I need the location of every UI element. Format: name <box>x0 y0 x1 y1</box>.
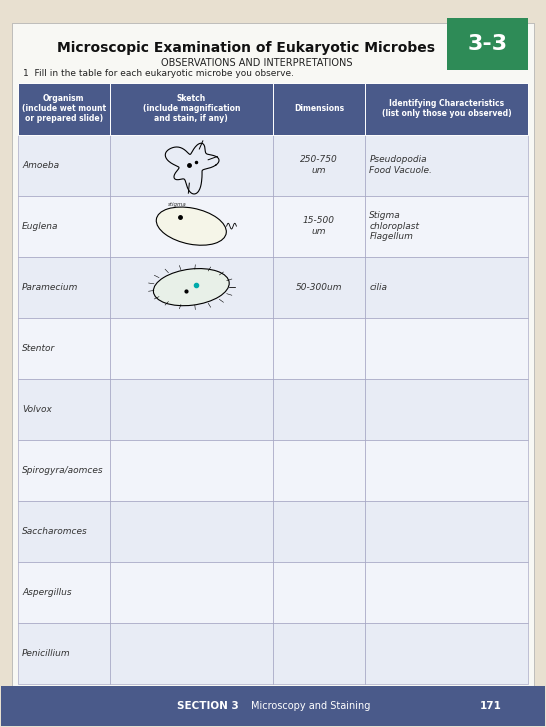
FancyBboxPatch shape <box>365 501 529 562</box>
Text: 50-300um: 50-300um <box>296 283 342 292</box>
FancyBboxPatch shape <box>273 440 365 501</box>
Text: Saccharomces: Saccharomces <box>22 526 88 536</box>
FancyBboxPatch shape <box>365 257 529 318</box>
FancyBboxPatch shape <box>110 196 273 257</box>
Text: Penicillium: Penicillium <box>22 648 70 658</box>
FancyBboxPatch shape <box>17 622 110 683</box>
Text: Aspergillus: Aspergillus <box>22 587 72 597</box>
Text: 250-750
um: 250-750 um <box>300 156 338 175</box>
Text: stigma: stigma <box>168 202 187 207</box>
FancyBboxPatch shape <box>273 318 365 379</box>
Text: Spirogyra/aomces: Spirogyra/aomces <box>22 465 104 475</box>
Text: 3-3: 3-3 <box>467 34 508 54</box>
FancyBboxPatch shape <box>273 82 365 134</box>
Text: Identifying Characteristics
(list only those you observed): Identifying Characteristics (list only t… <box>382 99 512 119</box>
Text: Sketch
(include magnification
and stain, if any): Sketch (include magnification and stain,… <box>143 94 240 124</box>
FancyBboxPatch shape <box>17 379 110 440</box>
Text: Microscopic Examination of Eukaryotic Microbes: Microscopic Examination of Eukaryotic Mi… <box>57 41 435 55</box>
FancyBboxPatch shape <box>273 196 365 257</box>
Text: Pseudopodia
Food Vacuole.: Pseudopodia Food Vacuole. <box>369 156 432 175</box>
Text: Organism
(include wet mount
or prepared slide): Organism (include wet mount or prepared … <box>22 94 106 124</box>
Text: OBSERVATIONS AND INTERPRETATIONS: OBSERVATIONS AND INTERPRETATIONS <box>161 58 353 68</box>
FancyBboxPatch shape <box>365 134 529 196</box>
FancyBboxPatch shape <box>17 82 110 134</box>
Text: Volvox: Volvox <box>22 405 52 414</box>
FancyBboxPatch shape <box>365 440 529 501</box>
FancyBboxPatch shape <box>273 622 365 683</box>
Text: Paramecium: Paramecium <box>22 283 79 292</box>
FancyBboxPatch shape <box>17 562 110 622</box>
FancyBboxPatch shape <box>17 440 110 501</box>
FancyBboxPatch shape <box>17 318 110 379</box>
FancyBboxPatch shape <box>17 196 110 257</box>
FancyBboxPatch shape <box>110 318 273 379</box>
Ellipse shape <box>156 207 226 245</box>
FancyBboxPatch shape <box>2 686 544 726</box>
FancyBboxPatch shape <box>273 562 365 622</box>
FancyBboxPatch shape <box>110 82 273 134</box>
FancyBboxPatch shape <box>273 379 365 440</box>
Text: Microscopy and Staining: Microscopy and Staining <box>251 701 371 711</box>
Text: SECTION 3: SECTION 3 <box>177 701 239 711</box>
Text: Dimensions: Dimensions <box>294 104 344 113</box>
Text: cilia: cilia <box>369 283 387 292</box>
FancyBboxPatch shape <box>110 501 273 562</box>
FancyBboxPatch shape <box>273 501 365 562</box>
Text: 1  Fill in the table for each eukaryotic microbe you observe.: 1 Fill in the table for each eukaryotic … <box>23 69 294 79</box>
FancyBboxPatch shape <box>365 196 529 257</box>
FancyBboxPatch shape <box>17 134 110 196</box>
Text: Stentor: Stentor <box>22 344 55 353</box>
Text: Stigma
chloroplast
Flagellum: Stigma chloroplast Flagellum <box>369 212 419 241</box>
FancyBboxPatch shape <box>17 257 110 318</box>
Text: 171: 171 <box>479 701 501 711</box>
FancyBboxPatch shape <box>365 562 529 622</box>
Text: 15-500
um: 15-500 um <box>303 217 335 236</box>
FancyBboxPatch shape <box>273 257 365 318</box>
FancyBboxPatch shape <box>110 440 273 501</box>
FancyBboxPatch shape <box>365 379 529 440</box>
Ellipse shape <box>153 268 229 306</box>
FancyBboxPatch shape <box>2 726 544 727</box>
FancyBboxPatch shape <box>110 257 273 318</box>
FancyBboxPatch shape <box>365 622 529 683</box>
FancyBboxPatch shape <box>447 18 529 71</box>
FancyBboxPatch shape <box>110 134 273 196</box>
FancyBboxPatch shape <box>17 501 110 562</box>
Text: Amoeba: Amoeba <box>22 161 59 169</box>
FancyBboxPatch shape <box>273 134 365 196</box>
FancyBboxPatch shape <box>365 318 529 379</box>
FancyBboxPatch shape <box>12 23 534 696</box>
FancyBboxPatch shape <box>110 379 273 440</box>
FancyBboxPatch shape <box>365 82 529 134</box>
FancyBboxPatch shape <box>110 562 273 622</box>
Text: Euglena: Euglena <box>22 222 58 230</box>
FancyBboxPatch shape <box>110 622 273 683</box>
